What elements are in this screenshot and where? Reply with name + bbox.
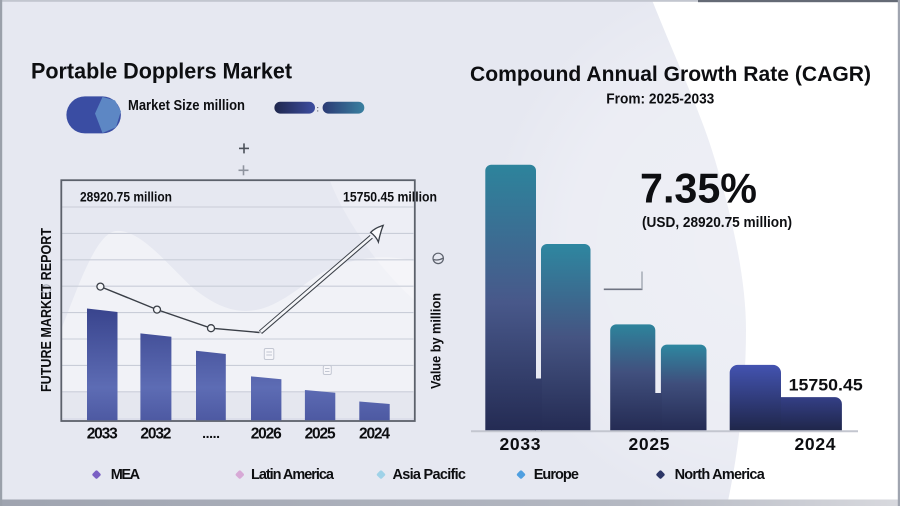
svg-text::: : <box>316 104 319 114</box>
svg-text:2033: 2033 <box>500 434 541 454</box>
svg-text:7.35%: 7.35% <box>640 165 757 212</box>
svg-text:15750.45 million: 15750.45 million <box>343 190 437 205</box>
svg-text:From: 2025-2033: From: 2025-2033 <box>606 92 714 108</box>
svg-text:2025: 2025 <box>629 434 670 454</box>
svg-text:Compound Annual Growth Rate (C: Compound Annual Growth Rate (CAGR) <box>470 63 871 86</box>
svg-text:Europe: Europe <box>534 467 579 483</box>
svg-text:North America: North America <box>675 467 766 483</box>
svg-text:(USD, 28920.75 million): (USD, 28920.75 million) <box>642 215 792 231</box>
svg-text:2024: 2024 <box>359 426 390 443</box>
svg-text:Asia Pacific: Asia Pacific <box>393 467 467 483</box>
svg-text:MEA: MEA <box>111 467 141 483</box>
svg-text:2026: 2026 <box>251 426 282 443</box>
svg-text:2024: 2024 <box>795 434 836 454</box>
svg-text:15750.45: 15750.45 <box>789 376 863 395</box>
svg-text:28920.75 million: 28920.75 million <box>80 190 172 205</box>
svg-text:2032: 2032 <box>140 426 171 443</box>
svg-text:Latin America: Latin America <box>251 467 335 483</box>
svg-text:FUTURE MARKET REPORT: FUTURE MARKET REPORT <box>38 228 55 392</box>
svg-text:Portable Dopplers Market: Portable Dopplers Market <box>31 59 293 84</box>
svg-text:.....: ..... <box>202 425 219 441</box>
svg-text:2033: 2033 <box>87 426 118 443</box>
svg-text:2025: 2025 <box>305 426 336 443</box>
svg-text:Market Size million: Market Size million <box>128 98 245 114</box>
svg-text:Value by million: Value by million <box>429 293 445 389</box>
